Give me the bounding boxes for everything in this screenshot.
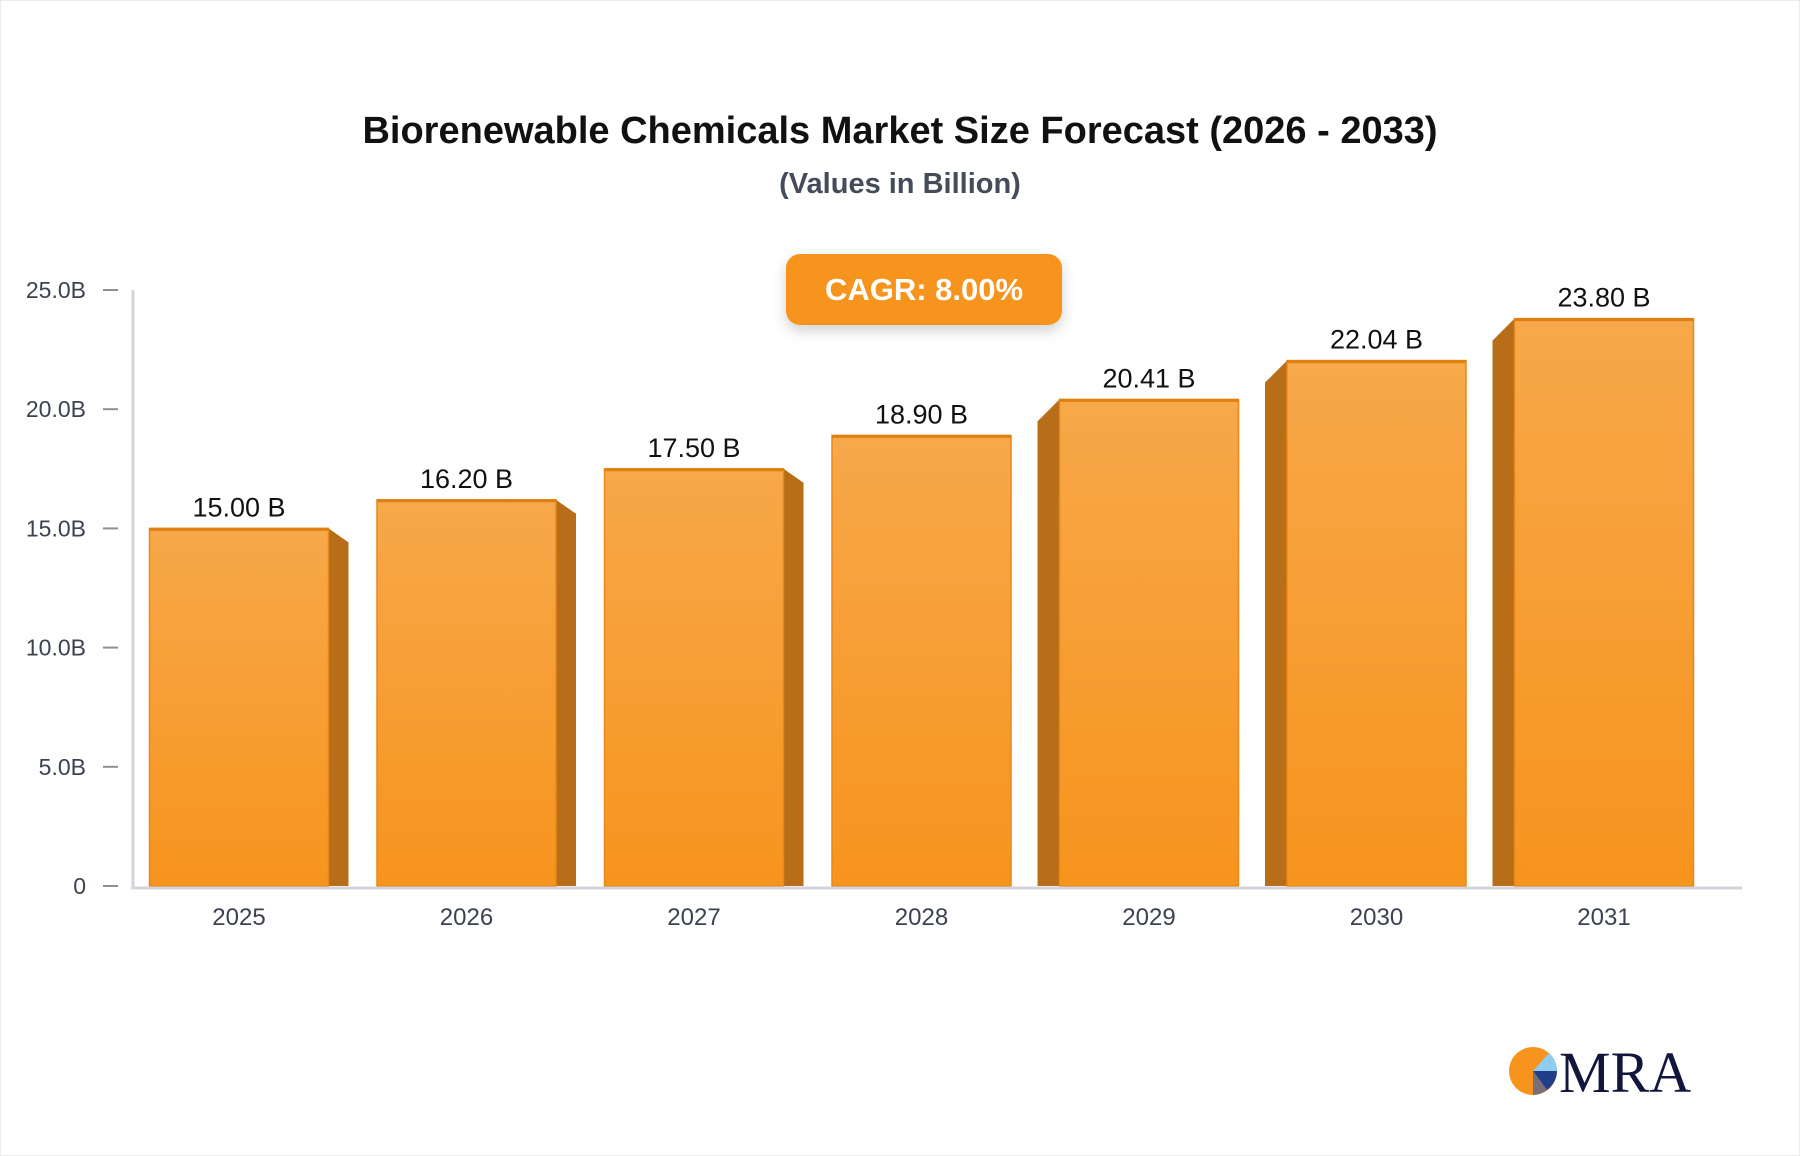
bar-side — [1492, 318, 1515, 886]
data-label: 22.04 B — [1330, 325, 1423, 355]
cagr-badge: CAGR: 8.00% — [786, 254, 1062, 325]
y-tick-label: 0 — [73, 873, 86, 899]
bar — [1058, 398, 1240, 887]
x-tick-label: 2031 — [1577, 904, 1630, 931]
data-label: 23.80 B — [1557, 283, 1650, 313]
bar — [1513, 317, 1695, 887]
x-tick-label: 2028 — [895, 904, 948, 931]
data-label: 20.41 B — [1102, 363, 1195, 393]
mra-logo: MRA — [1509, 1040, 1691, 1100]
y-tick-label: 20.0B — [26, 396, 86, 422]
data-label: 16.20 B — [420, 464, 513, 494]
bar-side — [1037, 399, 1060, 886]
bar — [148, 527, 330, 887]
logo-text: MRA — [1559, 1040, 1691, 1100]
y-tick-label: 25.0B — [26, 277, 86, 303]
x-tick-label: 2025 — [212, 904, 265, 931]
bar — [1286, 359, 1467, 887]
bar-side — [1265, 360, 1287, 886]
data-label: 15.00 B — [192, 492, 285, 522]
x-tick-label: 2027 — [667, 904, 720, 931]
x-tick-label: 2030 — [1350, 904, 1403, 931]
x-tick-label: 2026 — [440, 904, 493, 931]
y-tick-label: 5.0B — [39, 754, 86, 780]
bar-side — [556, 499, 576, 886]
data-label: 18.90 B — [875, 399, 968, 429]
chart-subtitle: (Values in Billion) — [779, 168, 1021, 200]
bar — [831, 434, 1012, 887]
y-tick-label: 10.0B — [26, 635, 86, 661]
x-tick-label: 2029 — [1122, 904, 1175, 931]
bar-side — [783, 468, 804, 886]
bar — [376, 499, 557, 887]
data-label: 17.50 B — [647, 433, 740, 463]
y-tick-label: 15.0B — [26, 515, 86, 541]
chart-title: Biorenewable Chemicals Market Size Forec… — [362, 110, 1438, 152]
bar-side — [328, 528, 349, 886]
bar — [603, 468, 785, 887]
